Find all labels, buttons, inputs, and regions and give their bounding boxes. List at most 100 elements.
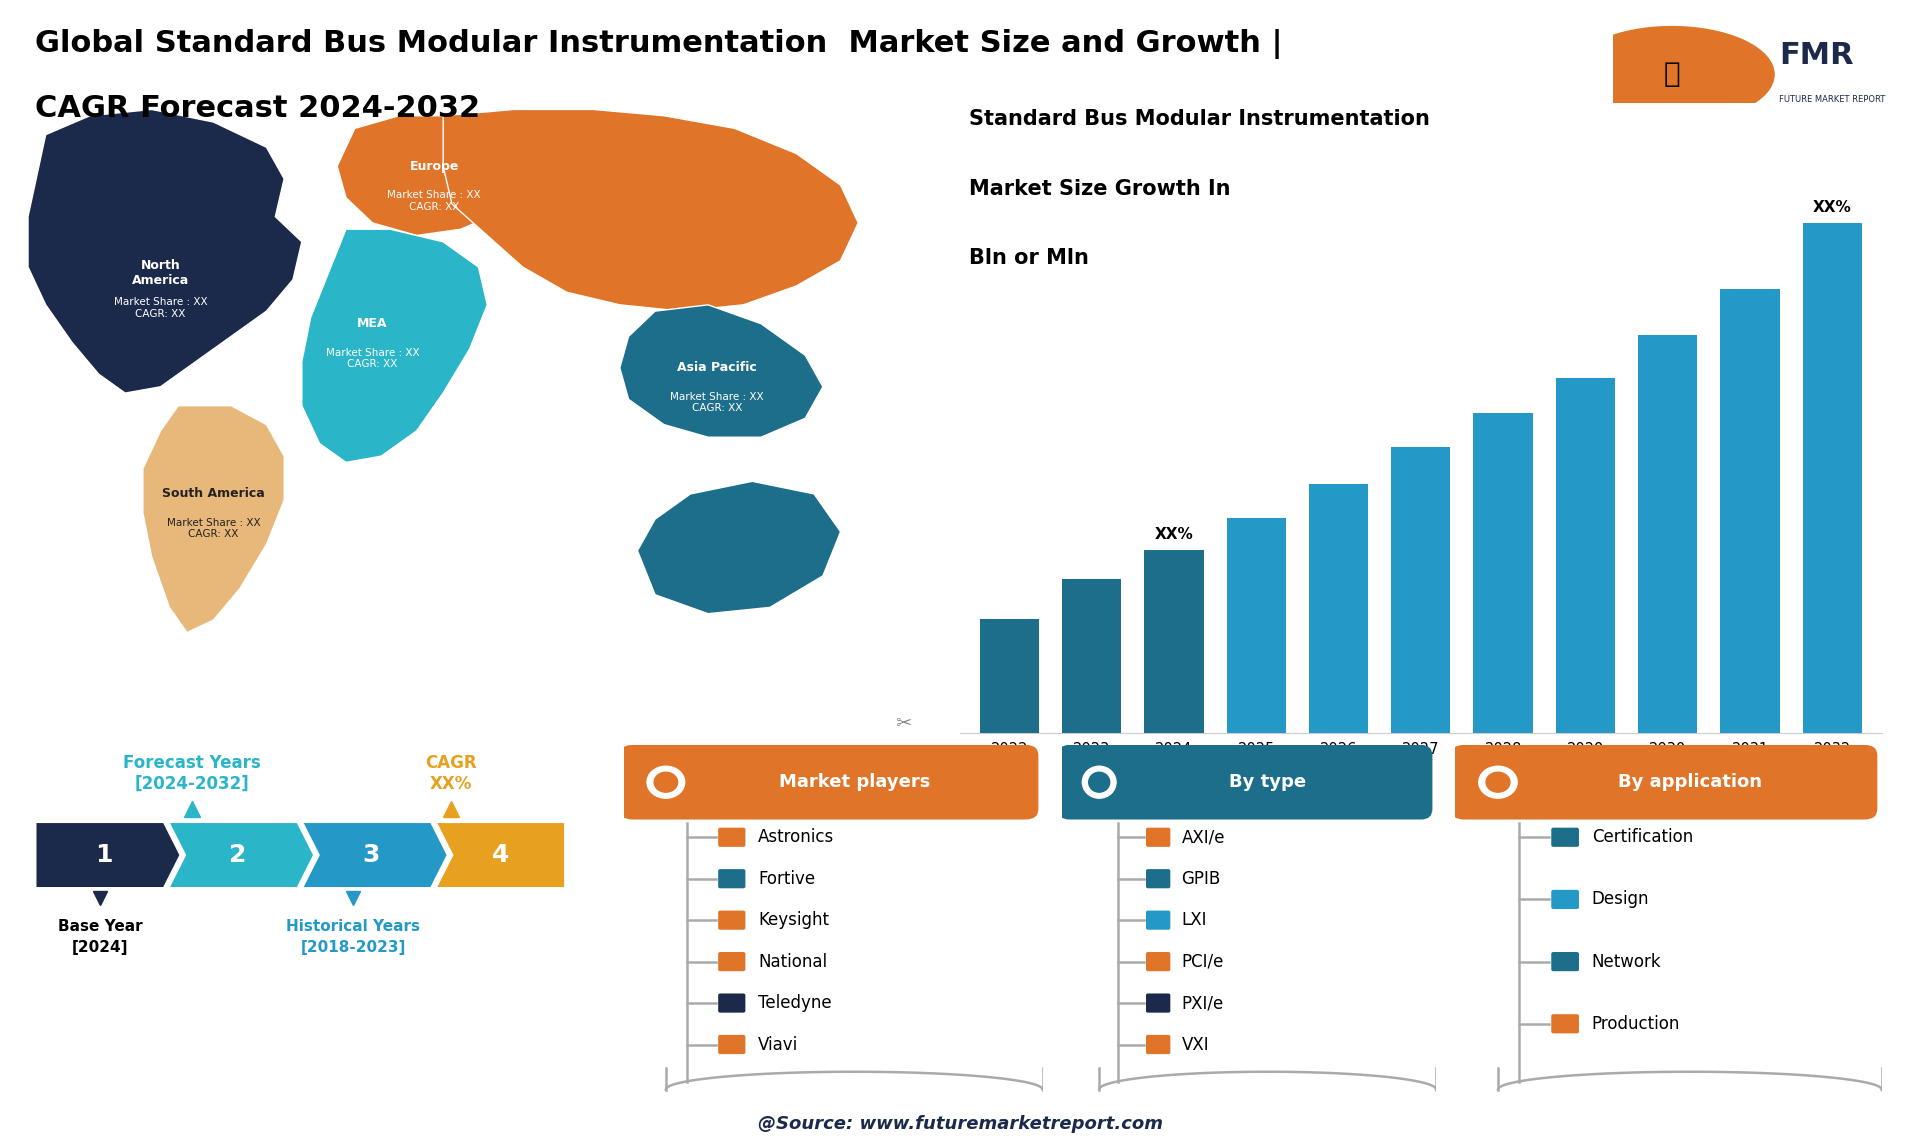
Polygon shape — [620, 305, 824, 437]
FancyBboxPatch shape — [620, 745, 1039, 819]
FancyBboxPatch shape — [1452, 745, 1878, 819]
FancyBboxPatch shape — [718, 869, 745, 888]
Text: Forecast Years: Forecast Years — [123, 754, 261, 771]
Bar — [1803, 223, 1862, 733]
Text: Viavi: Viavi — [758, 1036, 799, 1053]
FancyBboxPatch shape — [718, 911, 745, 929]
Polygon shape — [444, 109, 858, 311]
Text: National: National — [758, 952, 828, 971]
Bar — [1227, 518, 1286, 733]
Text: Global Standard Bus Modular Instrumentation  Market Size and Growth |: Global Standard Bus Modular Instrumentat… — [35, 29, 1283, 58]
Text: PXI/e: PXI/e — [1181, 994, 1223, 1012]
Polygon shape — [36, 823, 179, 887]
Text: Design: Design — [1592, 890, 1649, 909]
Bar — [1309, 484, 1369, 733]
Circle shape — [1083, 767, 1116, 799]
Text: Astronics: Astronics — [758, 829, 833, 846]
Text: MEA: MEA — [357, 317, 388, 330]
FancyBboxPatch shape — [1146, 827, 1171, 847]
Text: PCI/e: PCI/e — [1181, 952, 1223, 971]
Text: By application: By application — [1619, 774, 1763, 791]
Text: 3: 3 — [363, 843, 380, 868]
Text: CAGR: CAGR — [426, 754, 476, 771]
Polygon shape — [303, 823, 447, 887]
Text: North
America: North America — [132, 259, 190, 288]
Bar — [1473, 413, 1532, 733]
Circle shape — [647, 767, 685, 799]
Text: Fortive: Fortive — [758, 870, 816, 888]
FancyBboxPatch shape — [1146, 1035, 1171, 1054]
Text: XX%: XX% — [430, 775, 472, 793]
FancyBboxPatch shape — [1146, 911, 1171, 929]
FancyBboxPatch shape — [1146, 994, 1171, 1013]
FancyBboxPatch shape — [718, 952, 745, 971]
Polygon shape — [637, 481, 841, 614]
Text: 4: 4 — [492, 843, 509, 868]
Polygon shape — [438, 823, 564, 887]
Text: CAGR Forecast 2024-2032: CAGR Forecast 2024-2032 — [35, 94, 480, 123]
Text: Certification: Certification — [1592, 829, 1693, 846]
FancyBboxPatch shape — [1551, 1014, 1578, 1034]
Text: 2: 2 — [228, 843, 246, 868]
Text: Network: Network — [1592, 952, 1661, 971]
Bar — [1555, 378, 1615, 733]
Text: XX%: XX% — [1812, 201, 1851, 215]
Text: Market players: Market players — [778, 774, 929, 791]
Text: FUTURE MARKET REPORT: FUTURE MARKET REPORT — [1780, 95, 1885, 104]
Bar — [1144, 550, 1204, 733]
Circle shape — [1486, 772, 1509, 792]
Text: South America: South America — [161, 487, 265, 501]
Text: @Source: www.futuremarketreport.com: @Source: www.futuremarketreport.com — [758, 1115, 1162, 1132]
Polygon shape — [29, 109, 301, 393]
Text: 1: 1 — [96, 843, 113, 868]
FancyBboxPatch shape — [1058, 745, 1432, 819]
Circle shape — [655, 772, 678, 792]
Text: Market Share : XX
CAGR: XX: Market Share : XX CAGR: XX — [670, 392, 764, 414]
Text: GPIB: GPIB — [1181, 870, 1221, 888]
Text: Historical Years: Historical Years — [286, 919, 420, 934]
Text: Market Share : XX
CAGR: XX: Market Share : XX CAGR: XX — [167, 518, 261, 540]
FancyBboxPatch shape — [1551, 827, 1578, 847]
Polygon shape — [142, 406, 284, 633]
Text: Bln or Mln: Bln or Mln — [970, 248, 1089, 268]
Text: Keysight: Keysight — [758, 911, 829, 929]
Polygon shape — [171, 823, 313, 887]
FancyBboxPatch shape — [718, 994, 745, 1013]
Text: [2024]: [2024] — [71, 940, 129, 955]
Text: 🔭: 🔭 — [1663, 61, 1680, 88]
Text: By type: By type — [1229, 774, 1306, 791]
Text: Teledyne: Teledyne — [758, 994, 831, 1012]
FancyBboxPatch shape — [1146, 952, 1171, 971]
Text: Market Share : XX
CAGR: XX: Market Share : XX CAGR: XX — [326, 347, 419, 369]
Circle shape — [1478, 767, 1517, 799]
FancyBboxPatch shape — [718, 827, 745, 847]
Bar — [979, 619, 1039, 733]
Text: ✂: ✂ — [895, 714, 912, 733]
FancyBboxPatch shape — [1551, 889, 1578, 909]
Circle shape — [1089, 772, 1110, 792]
Text: AXI/e: AXI/e — [1181, 829, 1225, 846]
Text: Europe: Europe — [409, 159, 459, 173]
Bar — [1392, 447, 1450, 733]
Text: [2024-2032]: [2024-2032] — [134, 775, 250, 793]
Polygon shape — [301, 229, 488, 462]
Text: VXI: VXI — [1181, 1036, 1210, 1053]
Text: Base Year: Base Year — [58, 919, 142, 934]
Text: Market Share : XX
CAGR: XX: Market Share : XX CAGR: XX — [113, 297, 207, 319]
Text: XX%: XX% — [1154, 527, 1194, 542]
Text: LXI: LXI — [1181, 911, 1208, 929]
FancyBboxPatch shape — [718, 1035, 745, 1054]
Text: Asia Pacific: Asia Pacific — [678, 361, 756, 375]
Polygon shape — [338, 116, 532, 235]
FancyBboxPatch shape — [1551, 952, 1578, 971]
Text: Market Size Growth In: Market Size Growth In — [970, 179, 1231, 198]
Text: [2018-2023]: [2018-2023] — [301, 940, 405, 955]
Bar — [1638, 335, 1697, 733]
Bar — [1062, 579, 1121, 733]
FancyBboxPatch shape — [1146, 869, 1171, 888]
Text: Market Share : XX
CAGR: XX: Market Share : XX CAGR: XX — [388, 190, 482, 212]
Text: FMR: FMR — [1780, 41, 1855, 70]
Text: Standard Bus Modular Instrumentation: Standard Bus Modular Instrumentation — [970, 109, 1430, 129]
Text: Production: Production — [1592, 1014, 1680, 1033]
Circle shape — [1571, 26, 1774, 123]
